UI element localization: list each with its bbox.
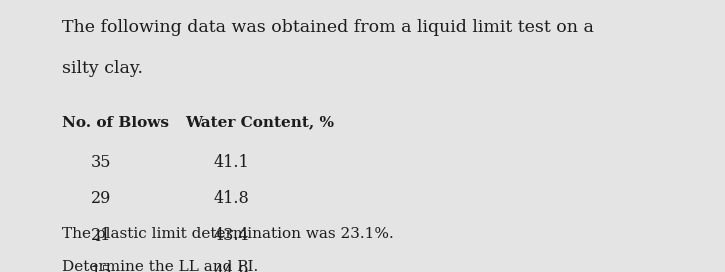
- Text: 15: 15: [91, 264, 111, 272]
- Text: 44.9: 44.9: [214, 264, 249, 272]
- Text: 41.8: 41.8: [214, 190, 249, 207]
- Text: Water Content, %: Water Content, %: [185, 116, 334, 129]
- Text: 29: 29: [91, 190, 111, 207]
- Text: The following data was obtained from a liquid limit test on a: The following data was obtained from a l…: [62, 19, 594, 36]
- Text: 41.1: 41.1: [214, 154, 249, 171]
- Text: No. of Blows: No. of Blows: [62, 116, 169, 129]
- Text: 21: 21: [91, 227, 111, 244]
- Text: The plastic limit determination was 23.1%.: The plastic limit determination was 23.1…: [62, 227, 394, 241]
- Text: silty clay.: silty clay.: [62, 60, 143, 77]
- Text: 35: 35: [91, 154, 111, 171]
- Text: Determine the LL and PI.: Determine the LL and PI.: [62, 260, 258, 272]
- Text: 43.4: 43.4: [214, 227, 249, 244]
